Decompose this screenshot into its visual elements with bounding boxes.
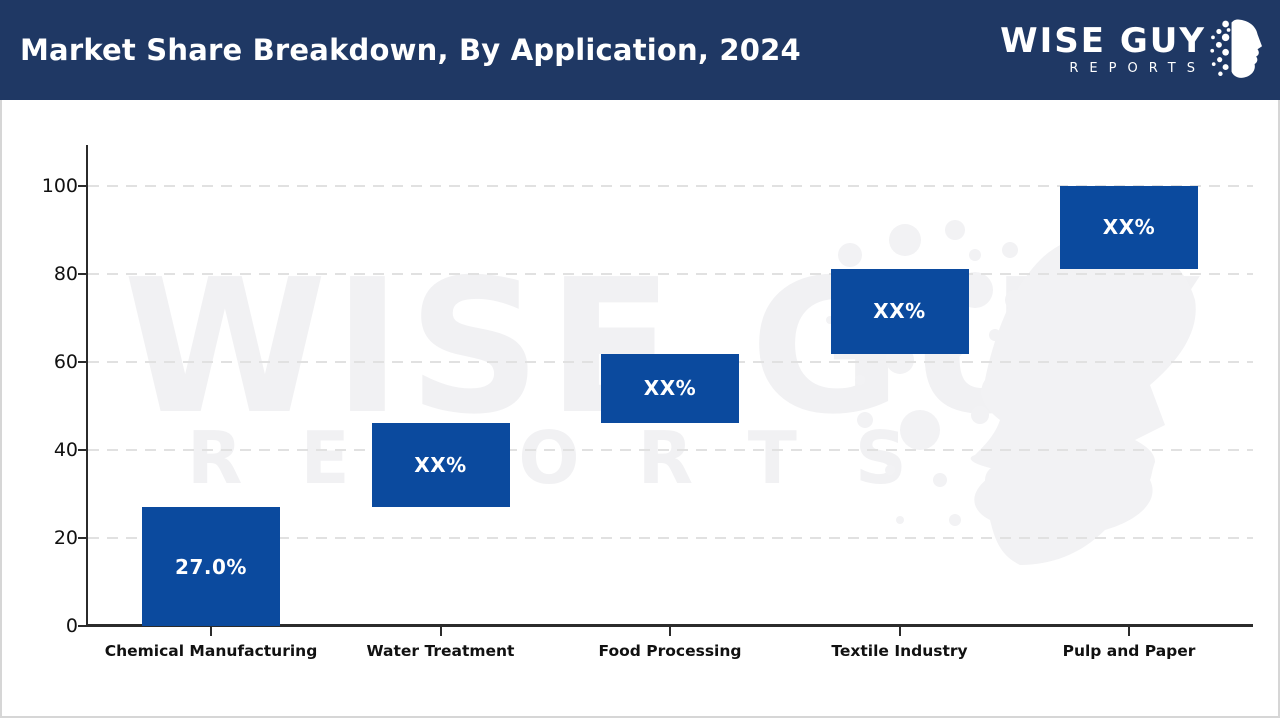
y-tick-label-20: 20 (53, 527, 78, 549)
bar-textile-industry: XX% (830, 268, 969, 355)
x-axis-line (86, 624, 1253, 627)
x-tick-label-5: Pulp and Paper (1062, 642, 1196, 660)
y-tick-mark-0 (78, 625, 87, 627)
panel-bottom-border (0, 716, 1280, 718)
logo-wordmark: WISE GUY (1000, 21, 1206, 61)
bar-water-treatment: XX% (371, 422, 510, 508)
bar-value-label: XX% (1102, 215, 1156, 240)
y-tick-label-80: 80 (53, 263, 78, 285)
gridline-20 (88, 537, 1253, 539)
y-tick-mark-60 (78, 361, 87, 363)
x-tick-mark-4 (898, 627, 901, 636)
x-tick-mark-3 (669, 627, 671, 636)
bar-value-label: XX% (873, 299, 926, 324)
logo-subtext: REPORTS (1069, 61, 1206, 76)
panel-right-border (1278, 100, 1280, 718)
y-tick-mark-100 (78, 185, 87, 187)
bar-chemical-manufacturing: 27.0% (142, 507, 280, 626)
gridline-100 (88, 185, 1253, 187)
x-tick-label-2: Water Treatment (366, 642, 515, 660)
y-tick-mark-80 (78, 273, 87, 275)
x-tick-label-1: Chemical Manufacturing (104, 642, 318, 660)
y-tick-label-0: 0 (65, 615, 78, 637)
header: Market Share Breakdown, By Application, … (0, 0, 1280, 100)
watermark-text-secondary: REPORTS (187, 416, 965, 500)
y-tick-mark-40 (78, 449, 87, 451)
panel-left-border (0, 100, 2, 718)
gridline-40 (88, 449, 1253, 451)
x-tick-mark-1 (210, 627, 212, 636)
bar-value-label: XX% (414, 452, 467, 477)
logo-text: WISE GUY REPORTS (1000, 24, 1206, 76)
x-tick-label-3: Food Processing (598, 642, 742, 660)
bar-value-label: 27.0% (175, 554, 247, 579)
plot-area: 0 20 40 60 80 100 27.0% Chemical Manufacturing X… (0, 100, 1280, 720)
wiseguy-logo: WISE GUY REPORTS (1000, 7, 1262, 93)
y-tick-label-100: 100 (41, 175, 78, 197)
x-tick-mark-2 (439, 627, 442, 636)
chart-panel: WISE GUY REPORTS 0 20 40 60 80 100 27.0% Chemic… (0, 100, 1280, 720)
y-axis-line (86, 145, 88, 627)
x-tick-label-4: Textile Industry (831, 642, 968, 660)
logo-head-icon (1210, 19, 1262, 78)
page-title: Market Share Breakdown, By Application, … (20, 33, 801, 67)
bar-value-label: XX% (643, 376, 697, 401)
bar-pulp-and-paper: XX% (1060, 186, 1198, 269)
x-tick-mark-5 (1128, 627, 1130, 636)
bar-food-processing: XX% (601, 354, 739, 423)
y-tick-label-40: 40 (53, 439, 78, 461)
gridline-80 (88, 273, 1253, 275)
y-tick-mark-20 (78, 537, 87, 539)
y-tick-label-60: 60 (53, 351, 78, 373)
